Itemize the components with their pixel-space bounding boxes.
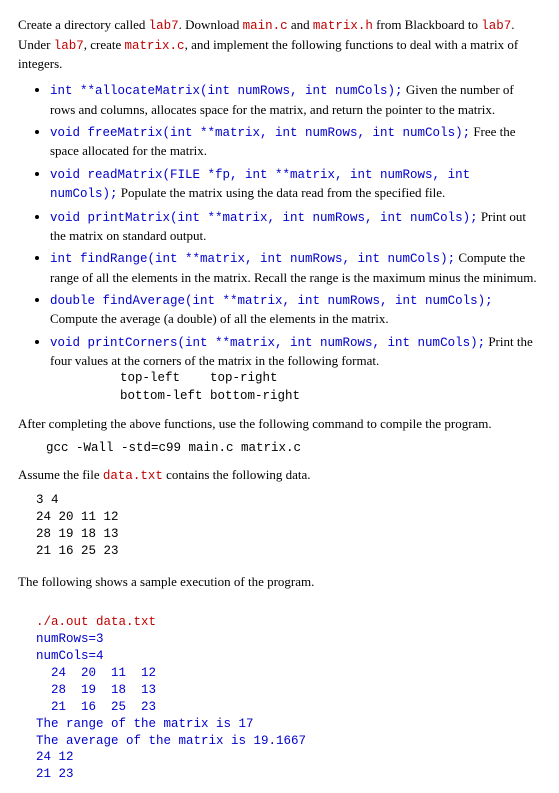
intro-text-1: Create a directory called (18, 17, 149, 32)
execution-output: ./a.out data.txt numRows=3 numCols=4 24 … (36, 598, 541, 784)
intro-text-2: . Download (179, 17, 243, 32)
func-desc-average: Compute the average (a double) of all th… (50, 311, 389, 326)
compile-command: gcc -Wall -std=c99 main.c matrix.c (46, 440, 541, 457)
func-signature-range: int findRange(int **matrix, int numRows,… (50, 252, 455, 266)
function-list: int **allocateMatrix(int numRows, int nu… (18, 81, 541, 405)
compile-text: After completing the above functions, us… (18, 415, 541, 433)
list-item: int findRange(int **matrix, int numRows,… (50, 249, 541, 287)
func-signature-free: void freeMatrix(int **matrix, int numRow… (50, 126, 470, 140)
code-mainc: main.c (243, 19, 288, 33)
list-item: void printCorners(int **matrix, int numR… (50, 333, 541, 406)
intro-text-6: , create (84, 37, 125, 52)
func-signature-average: double findAverage(int **matrix, int num… (50, 294, 493, 308)
exec-command: ./a.out data.txt (36, 615, 156, 629)
exec-avg: The average of the matrix is 19.1667 (36, 734, 306, 748)
code-matrixc: matrix.c (125, 39, 185, 53)
code-lab7-2: lab7 (481, 19, 511, 33)
intro-paragraph: Create a directory called lab7. Download… (18, 16, 541, 73)
data-intro: Assume the file data.txt contains the fo… (18, 466, 541, 486)
intro-text-3: and (288, 17, 313, 32)
code-matrixh: matrix.h (313, 19, 373, 33)
exec-corner-2: 21 23 (36, 767, 74, 781)
corners-format: top-left top-right bottom-left bottom-ri… (120, 370, 541, 405)
list-item: void freeMatrix(int **matrix, int numRow… (50, 123, 541, 161)
data-filename: data.txt (103, 469, 163, 483)
list-item: int **allocateMatrix(int numRows, int nu… (50, 81, 541, 119)
list-item: void printMatrix(int **matrix, int numRo… (50, 208, 541, 246)
list-item: double findAverage(int **matrix, int num… (50, 291, 541, 329)
exec-row-2: 28 19 18 13 (36, 683, 156, 697)
code-lab7-3: lab7 (54, 39, 84, 53)
func-signature-corners: void printCorners(int **matrix, int numR… (50, 336, 485, 350)
intro-text-4: from Blackboard to (373, 17, 481, 32)
list-item: void readMatrix(FILE *fp, int **matrix, … (50, 165, 541, 204)
exec-numcols: numCols=4 (36, 649, 104, 663)
func-signature-allocate: int **allocateMatrix(int numRows, int nu… (50, 84, 403, 98)
exec-corner-1: 24 12 (36, 750, 74, 764)
exec-range: The range of the matrix is 17 (36, 717, 254, 731)
exec-row-3: 21 16 25 23 (36, 700, 156, 714)
exec-text: The following shows a sample execution o… (18, 573, 541, 591)
exec-numrows: numRows=3 (36, 632, 104, 646)
code-lab7-1: lab7 (149, 19, 179, 33)
data-text-1: Assume the file (18, 467, 103, 482)
data-content: 3 4 24 20 11 12 28 19 18 13 21 16 25 23 (36, 492, 541, 560)
func-signature-print: void printMatrix(int **matrix, int numRo… (50, 211, 478, 225)
exec-row-1: 24 20 11 12 (36, 666, 156, 680)
func-desc-read: Populate the matrix using the data read … (121, 185, 446, 200)
data-text-2: contains the following data. (163, 467, 311, 482)
